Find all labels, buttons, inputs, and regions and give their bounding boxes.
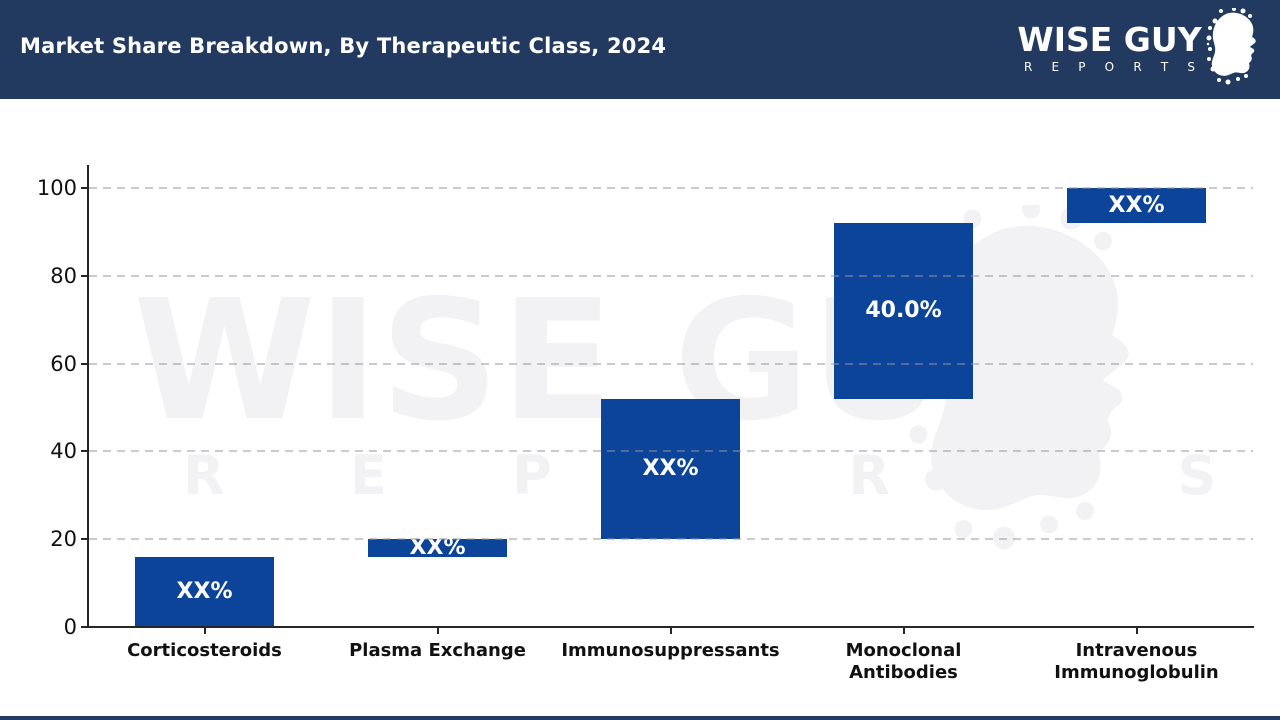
bar-monoclonal-antibodies: 40.0% bbox=[834, 223, 973, 399]
x-category-label-line: Monoclonal bbox=[845, 640, 962, 661]
x-category-label-line: Corticosteroids bbox=[127, 640, 282, 661]
bar-intravenous-immunoglobulin: XX% bbox=[1067, 188, 1206, 224]
gridline-80 bbox=[89, 274, 1253, 277]
x-category-label-line: Intravenous bbox=[1075, 640, 1198, 661]
bar-value-label-monoclonal-antibodies: 40.0% bbox=[865, 298, 942, 324]
footer-bar bbox=[0, 716, 1280, 720]
y-tick-label-20: 20 bbox=[50, 527, 77, 552]
x-tick-mark-immunosuppressants bbox=[669, 628, 672, 634]
bar-value-label-intravenous-immunoglobulin: XX% bbox=[1108, 193, 1165, 219]
x-category-label-monoclonal-antibodies: Monoclonal Antibodies bbox=[784, 640, 1024, 684]
x-category-label-plasma-exchange: Plasma Exchange bbox=[318, 640, 558, 662]
x-category-label-intravenous-immunoglobulin: Intravenous Immunoglobulin bbox=[1017, 640, 1257, 684]
face-profile-logo-icon bbox=[1206, 8, 1256, 85]
bar-value-label-immunosuppressants: XX% bbox=[642, 456, 699, 482]
y-tick-mark-20 bbox=[81, 538, 88, 541]
x-axis-line bbox=[87, 626, 1254, 628]
y-tick-mark-100 bbox=[81, 187, 88, 189]
bar-value-label-corticosteroids: XX% bbox=[176, 579, 233, 605]
x-category-label-line: Antibodies bbox=[849, 662, 958, 683]
x-category-label-immunosuppressants: Immunosuppressants bbox=[551, 640, 791, 662]
x-category-label-line: Immunosuppressants bbox=[561, 640, 780, 661]
x-tick-mark-corticosteroids bbox=[203, 628, 206, 634]
y-tick-label-100: 100 bbox=[36, 176, 77, 200]
header-banner: Market Share Breakdown, By Therapeutic C… bbox=[0, 0, 1280, 99]
bar-plasma-exchange: XX% bbox=[368, 535, 507, 560]
y-tick-label-80: 80 bbox=[50, 263, 77, 288]
x-tick-mark-intravenous-immunoglobulin bbox=[1135, 628, 1138, 634]
y-tick-mark-80 bbox=[81, 274, 88, 277]
logo-wordmark: WISE GUY bbox=[1017, 20, 1202, 59]
chart-title: Market Share Breakdown, By Therapeutic C… bbox=[20, 34, 667, 58]
x-category-label-line: Plasma Exchange bbox=[349, 640, 526, 661]
y-axis-line bbox=[87, 165, 89, 628]
y-tick-label-40: 40 bbox=[50, 439, 77, 464]
bar-corticosteroids: XX% bbox=[135, 556, 274, 627]
x-tick-mark-monoclonal-antibodies bbox=[902, 628, 905, 634]
logo-text: WISE GUY R E P O R T S bbox=[1015, 20, 1204, 75]
x-category-label-corticosteroids: Corticosteroids bbox=[85, 640, 325, 662]
x-category-label-line: Immunoglobulin bbox=[1054, 662, 1219, 683]
y-tick-label-0: 0 bbox=[63, 615, 77, 639]
logo-subtext: R E P O R T S bbox=[1023, 60, 1204, 74]
x-tick-mark-plasma-exchange bbox=[436, 628, 439, 634]
y-tick-mark-60 bbox=[81, 362, 88, 365]
y-tick-mark-0 bbox=[81, 626, 88, 628]
gridline-40 bbox=[89, 450, 1253, 453]
bar-immunosuppressants: XX% bbox=[601, 398, 740, 540]
gridline-20 bbox=[89, 538, 1253, 541]
wise-guy-reports-logo: WISE GUY R E P O R T S bbox=[1015, 8, 1266, 88]
y-tick-label-60: 60 bbox=[50, 351, 77, 376]
gridline-100 bbox=[89, 187, 1253, 189]
gridline-60 bbox=[89, 362, 1253, 365]
y-tick-mark-40 bbox=[81, 450, 88, 453]
